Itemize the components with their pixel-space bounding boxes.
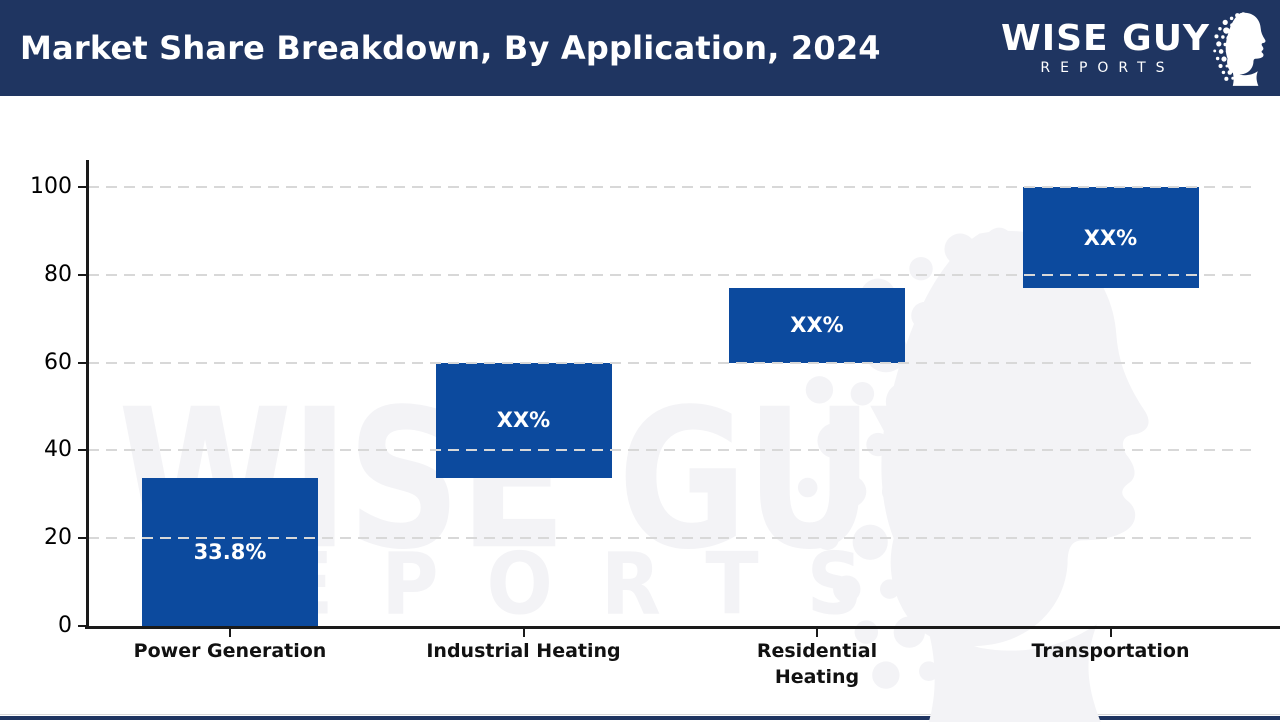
bar-value-label: XX% — [790, 313, 844, 338]
y-tick-mark — [78, 186, 86, 189]
gridline — [88, 537, 1253, 540]
y-tick-mark — [78, 537, 86, 540]
footer-divider — [0, 714, 1280, 715]
bar-3 — [729, 288, 905, 363]
bar-value-label: XX% — [1083, 225, 1138, 250]
x-category-label: Transportation — [1031, 640, 1190, 662]
footer-accent-bar — [0, 716, 1280, 720]
brand-logo: WISE GUY REPORTS — [1001, 0, 1270, 96]
x-tick-mark — [522, 629, 525, 637]
x-category-label: Power Generation — [133, 640, 327, 662]
brand-name: WISE GUY — [1000, 17, 1210, 59]
x-tick-mark — [229, 629, 231, 637]
header-bar: Market Share Breakdown, By Application, … — [0, 0, 1280, 96]
bar-value-label: 33.8% — [193, 539, 267, 564]
brand-head-icon — [1213, 12, 1266, 86]
bar-1 — [142, 477, 318, 626]
y-tick-label: 60 — [44, 349, 72, 375]
chart-area: WISE GUY REPORTS 0 20 40 60 80 100 33.8% Power … — [0, 96, 1280, 722]
y-tick-label: 0 — [58, 613, 72, 638]
y-axis-line — [86, 160, 89, 626]
bar-value-label: XX% — [496, 408, 551, 433]
x-category-label: Residential Heating — [756, 640, 878, 688]
x-tick-mark — [1109, 629, 1112, 637]
y-tick-label: 20 — [44, 525, 72, 551]
bar-4 — [1022, 187, 1199, 289]
brand-logo-text: WISE GUY REPORTS — [1000, 17, 1210, 76]
x-axis-line — [85, 626, 1280, 629]
gridline — [88, 273, 1253, 276]
gridline — [88, 361, 1253, 364]
gridline — [88, 186, 1253, 189]
brand-subname: REPORTS — [1040, 59, 1175, 76]
y-tick-mark — [78, 273, 86, 276]
bar-2 — [435, 362, 612, 478]
y-tick-mark — [78, 449, 86, 452]
x-category-label: Industrial Heating — [426, 640, 621, 662]
page-title: Market Share Breakdown, By Application, … — [20, 29, 881, 67]
y-tick-label: 80 — [44, 261, 72, 287]
x-tick-mark — [816, 629, 818, 637]
y-tick-mark — [78, 625, 86, 627]
y-tick-label: 40 — [44, 437, 72, 463]
y-tick-label: 100 — [30, 174, 72, 200]
y-tick-mark — [78, 361, 86, 364]
gridline — [88, 449, 1253, 452]
